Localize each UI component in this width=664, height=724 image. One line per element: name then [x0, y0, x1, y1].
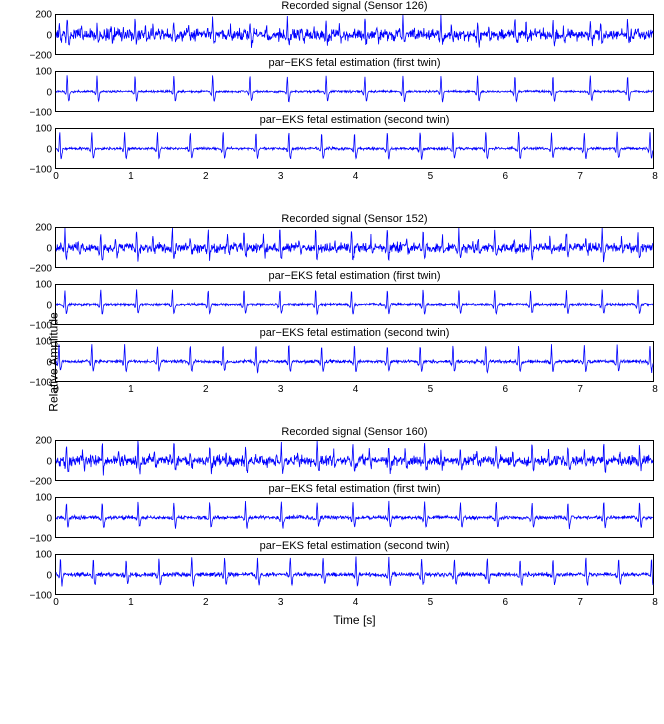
- xtick: 1: [128, 384, 134, 395]
- panel-title: par−EKS fetal estimation (first twin): [268, 483, 440, 495]
- ytick: 0: [46, 243, 52, 254]
- ytick: 100: [35, 280, 52, 291]
- ytick: 100: [35, 493, 52, 504]
- signal-plot: [56, 15, 653, 54]
- signal-plot: [56, 72, 653, 111]
- xtick: 0: [53, 597, 59, 608]
- signal-plot: [56, 441, 653, 480]
- panel-title: par−EKS fetal estimation (second twin): [260, 327, 450, 339]
- ytick: 200: [35, 10, 52, 21]
- signal-plot: [56, 498, 653, 537]
- signal-plot: [56, 129, 653, 168]
- ytick: 0: [46, 570, 52, 581]
- ytick: −200: [29, 264, 52, 275]
- panel-title: Recorded signal (Sensor 160): [281, 426, 427, 438]
- ytick: −100: [29, 321, 52, 332]
- chart-panel: par−EKS fetal estimation (first twin)−10…: [55, 284, 654, 325]
- chart-panel: par−EKS fetal estimation (second twin)−1…: [55, 554, 654, 595]
- panel-title: Recorded signal (Sensor 126): [281, 0, 427, 12]
- ytick: −100: [29, 378, 52, 389]
- xtick: 6: [502, 171, 508, 182]
- ytick: 0: [46, 30, 52, 41]
- panel-title: Recorded signal (Sensor 152): [281, 213, 427, 225]
- panel-title: par−EKS fetal estimation (first twin): [268, 270, 440, 282]
- figure: Relative Amplitude Time [s] Recorded sig…: [0, 0, 664, 724]
- ytick: −100: [29, 165, 52, 176]
- xtick: 6: [502, 597, 508, 608]
- ytick: −100: [29, 534, 52, 545]
- xtick: 6: [502, 384, 508, 395]
- xtick: 2: [203, 171, 209, 182]
- xtick: 7: [577, 171, 583, 182]
- chart-panel: Recorded signal (Sensor 160)−2000200: [55, 440, 654, 481]
- xtick: 2: [203, 597, 209, 608]
- xtick: 5: [428, 597, 434, 608]
- chart-panel: par−EKS fetal estimation (second twin)−1…: [55, 341, 654, 382]
- xtick: 8: [652, 171, 658, 182]
- xtick: 5: [428, 384, 434, 395]
- xtick: 3: [278, 597, 284, 608]
- signal-plot: [56, 285, 653, 324]
- ytick: −200: [29, 51, 52, 62]
- ytick: 0: [46, 456, 52, 467]
- signal-plot: [56, 228, 653, 267]
- xtick: 8: [652, 384, 658, 395]
- signal-plot: [56, 555, 653, 594]
- chart-panel: par−EKS fetal estimation (first twin)−10…: [55, 71, 654, 112]
- ytick: 0: [46, 144, 52, 155]
- ytick: −100: [29, 591, 52, 602]
- panel-title: par−EKS fetal estimation (second twin): [260, 540, 450, 552]
- xtick: 0: [53, 171, 59, 182]
- x-axis-label: Time [s]: [333, 613, 375, 722]
- chart-panel: Recorded signal (Sensor 152)−2000200: [55, 227, 654, 268]
- xtick: 1: [128, 171, 134, 182]
- xtick: 2: [203, 384, 209, 395]
- xtick: 4: [353, 171, 359, 182]
- ytick: 200: [35, 436, 52, 447]
- ytick: 0: [46, 513, 52, 524]
- chart-panel: par−EKS fetal estimation (second twin)−1…: [55, 128, 654, 169]
- ytick: −100: [29, 108, 52, 119]
- chart-panel: par−EKS fetal estimation (first twin)−10…: [55, 497, 654, 538]
- ytick: 0: [46, 300, 52, 311]
- ytick: 200: [35, 223, 52, 234]
- xtick: 8: [652, 597, 658, 608]
- ytick: 100: [35, 337, 52, 348]
- ytick: 0: [46, 357, 52, 368]
- ytick: −200: [29, 477, 52, 488]
- ytick: 100: [35, 67, 52, 78]
- panel-title: par−EKS fetal estimation (second twin): [260, 114, 450, 126]
- xtick: 3: [278, 384, 284, 395]
- xtick: 7: [577, 597, 583, 608]
- xtick: 7: [577, 384, 583, 395]
- xtick: 1: [128, 597, 134, 608]
- xtick: 3: [278, 171, 284, 182]
- ytick: 100: [35, 550, 52, 561]
- chart-panel: Recorded signal (Sensor 126)−2000200: [55, 14, 654, 55]
- panel-title: par−EKS fetal estimation (first twin): [268, 57, 440, 69]
- xtick: 4: [353, 384, 359, 395]
- ytick: 100: [35, 124, 52, 135]
- ytick: 0: [46, 87, 52, 98]
- xtick: 4: [353, 597, 359, 608]
- xtick: 5: [428, 171, 434, 182]
- signal-plot: [56, 342, 653, 381]
- xtick: 0: [53, 384, 59, 395]
